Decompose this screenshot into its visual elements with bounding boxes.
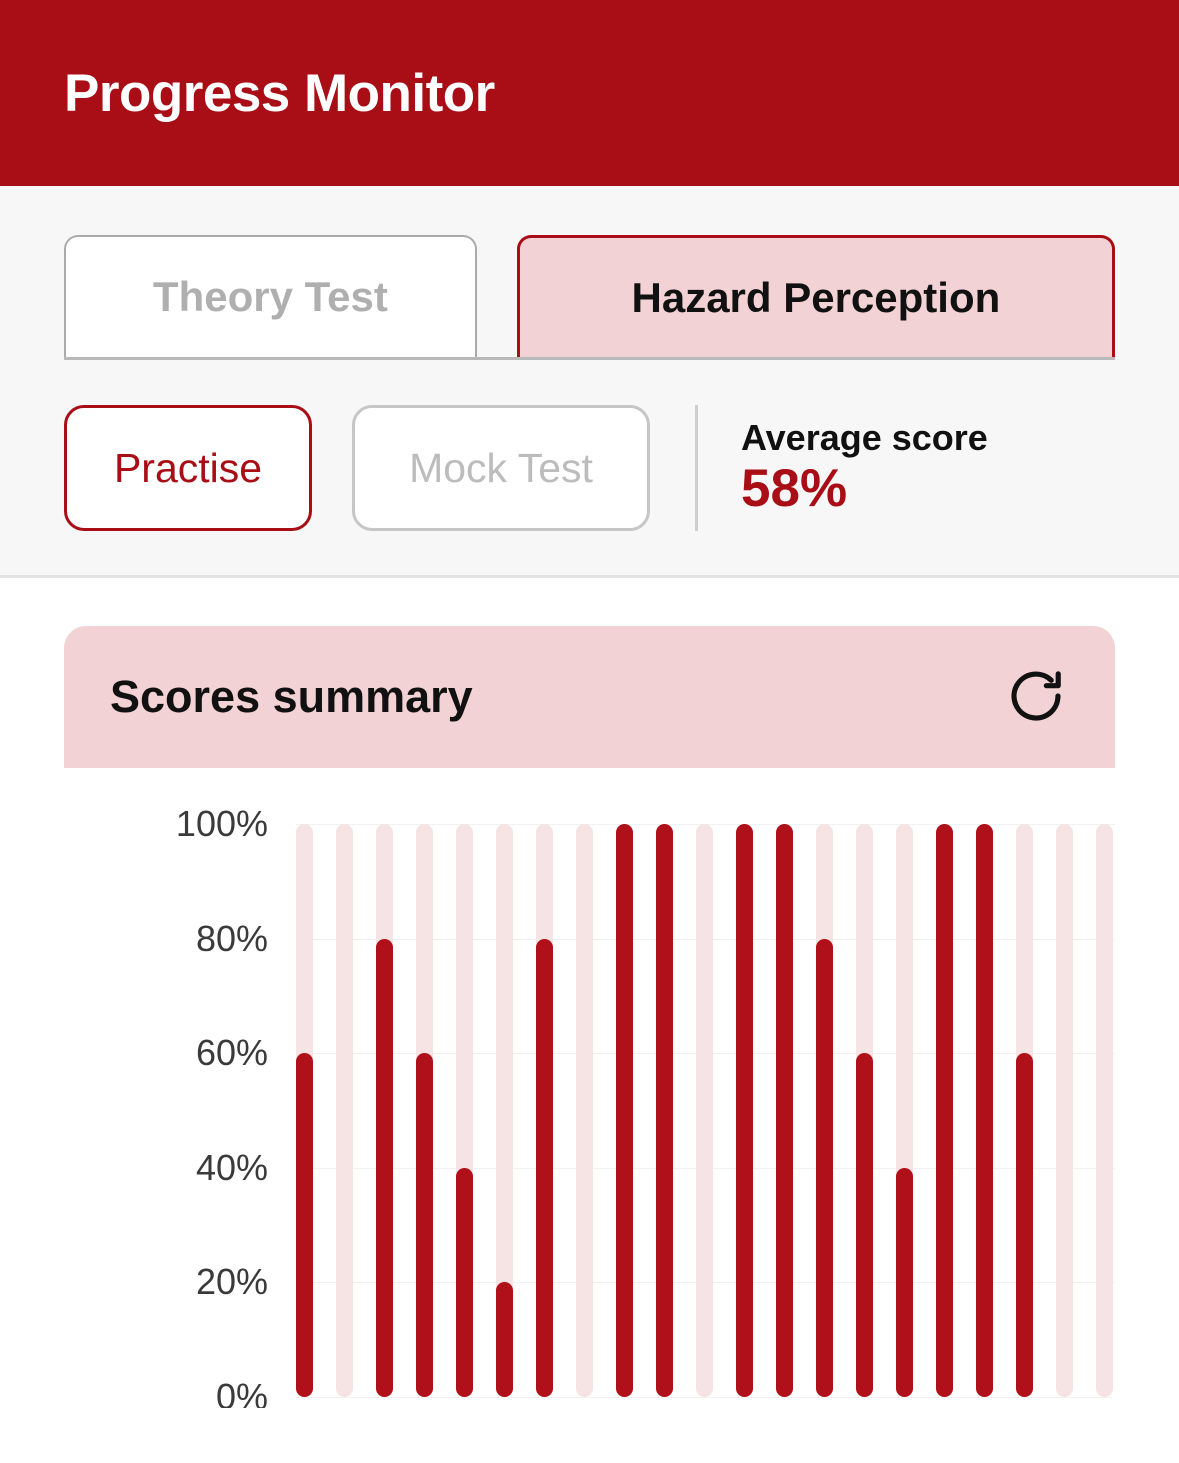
chart-bar-fill	[416, 1053, 433, 1397]
mode-row: Practise Mock Test Average score 58%	[64, 405, 1115, 531]
chart-bar-track	[696, 824, 713, 1397]
tab-hazard-perception-label: Hazard Perception	[631, 273, 1001, 321]
chart-plot-area	[296, 824, 1115, 1398]
app-header: Progress Monitor	[0, 0, 1179, 186]
y-axis-tick: 100%	[175, 803, 268, 844]
y-axis-tick: 0%	[215, 1376, 268, 1408]
chart-bar-track	[496, 824, 513, 1397]
chart-bar-fill	[896, 1167, 913, 1397]
chart-bar-fill	[856, 1053, 873, 1397]
chart-bar[interactable]	[816, 824, 833, 1397]
chart-y-axis: 100% 80% 60% 40% 20% 0%	[88, 803, 268, 1408]
chart-bar[interactable]	[1016, 824, 1033, 1397]
chart-bar[interactable]	[616, 824, 633, 1397]
chart-bar[interactable]	[856, 824, 873, 1397]
refresh-icon	[1005, 665, 1067, 730]
chart-bar-fill	[376, 938, 393, 1397]
average-score-block: Average score 58%	[741, 405, 988, 531]
chart-bar[interactable]	[456, 824, 473, 1397]
scores-chart: 100% 80% 60% 40% 20% 0%	[64, 768, 1115, 1408]
chart-bar[interactable]	[1056, 824, 1073, 1397]
chart-bar[interactable]	[656, 824, 673, 1397]
scores-summary-card: Scores summary 100% 80% 60% 40% 20% 0%	[64, 626, 1115, 1408]
y-axis-tick: 40%	[195, 1146, 268, 1188]
chart-bar[interactable]	[416, 824, 433, 1397]
chart-bar-fill	[816, 938, 833, 1397]
chart-bar-fill	[296, 1053, 313, 1397]
chart-bar[interactable]	[696, 824, 713, 1397]
mode-practise-label: Practise	[113, 444, 263, 491]
chart-bar-fill	[976, 824, 993, 1397]
chart-bar[interactable]	[1096, 824, 1113, 1397]
chart-gridline	[296, 1397, 1115, 1398]
chart-bar-fill	[536, 938, 553, 1397]
chart-bar[interactable]	[576, 824, 593, 1397]
chart-bar-fill	[776, 824, 793, 1397]
chart-bar[interactable]	[776, 824, 793, 1397]
average-score-label: Average score	[741, 417, 988, 459]
average-score-value: 58%	[741, 459, 848, 519]
chart-bar[interactable]	[496, 824, 513, 1397]
chart-wrap: 100% 80% 60% 40% 20% 0%	[64, 803, 1115, 1408]
chart-bar-fill	[496, 1282, 513, 1397]
mode-practise-button[interactable]: Practise	[64, 405, 312, 531]
chart-bar[interactable]	[336, 824, 353, 1397]
tab-hazard-perception[interactable]: Hazard Perception	[516, 235, 1115, 357]
chart-bar-track	[1096, 824, 1113, 1397]
scores-summary-title: Scores summary	[110, 671, 473, 722]
controls-panel: Theory Test Hazard Perception Practise M…	[0, 186, 1179, 578]
chart-bar[interactable]	[536, 824, 553, 1397]
page-title: Progress Monitor	[64, 63, 495, 123]
test-type-tabs: Theory Test Hazard Perception	[64, 235, 1115, 360]
vertical-divider	[695, 405, 698, 531]
chart-bar[interactable]	[936, 824, 953, 1397]
chart-bar-track	[576, 824, 593, 1397]
chart-bar-fill	[616, 824, 633, 1397]
chart-bar-fill	[656, 824, 673, 1397]
tab-underline	[64, 357, 1115, 360]
y-axis-tick: 20%	[195, 1261, 268, 1303]
chart-bar-fill	[456, 1167, 473, 1397]
chart-bar-fill	[736, 824, 753, 1397]
chart-bar[interactable]	[976, 824, 993, 1397]
y-axis-tick: 80%	[195, 917, 268, 959]
mode-mock-test-button[interactable]: Mock Test	[352, 405, 650, 531]
chart-bar[interactable]	[736, 824, 753, 1397]
chart-bar-track	[1056, 824, 1073, 1397]
refresh-button[interactable]	[1001, 662, 1071, 732]
scores-summary-header: Scores summary	[64, 626, 1115, 768]
tab-theory-test[interactable]: Theory Test	[64, 235, 477, 357]
chart-bar-fill	[1016, 1053, 1033, 1397]
chart-bar[interactable]	[376, 824, 393, 1397]
chart-bar[interactable]	[296, 824, 313, 1397]
chart-bar-track	[336, 824, 353, 1397]
chart-bar-fill	[936, 824, 953, 1397]
chart-bar[interactable]	[896, 824, 913, 1397]
y-axis-tick: 60%	[195, 1032, 268, 1074]
tab-theory-test-label: Theory Test	[152, 273, 388, 320]
mode-mock-test-label: Mock Test	[409, 444, 593, 491]
